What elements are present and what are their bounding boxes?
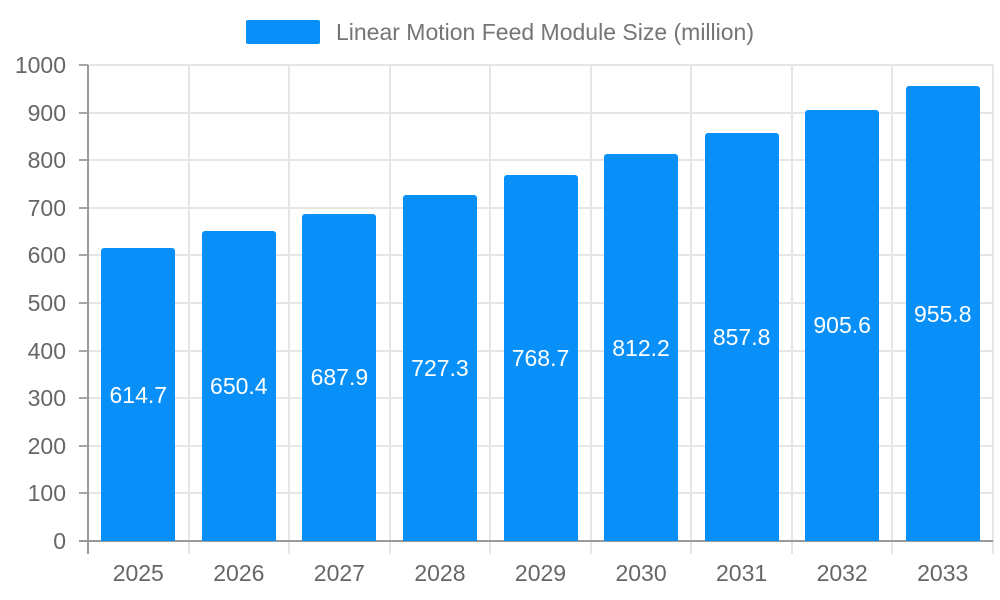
y-axis-tick-label: 900 [27, 99, 66, 126]
bar-2025[interactable] [101, 248, 176, 541]
y-axis-tick [79, 206, 88, 209]
y-axis-tick-label: 100 [27, 480, 66, 507]
chart-legend[interactable]: Linear Motion Feed Module Size (million) [0, 16, 1000, 48]
x-grid-line [992, 65, 994, 541]
y-axis-tick [79, 492, 88, 495]
bar-2033[interactable] [905, 86, 980, 541]
y-axis-tick-label: 0 [53, 528, 66, 554]
y-axis-tick [79, 444, 88, 447]
x-axis-tick [992, 541, 994, 554]
bar-2029[interactable] [503, 175, 578, 541]
x-grid-line [187, 65, 190, 541]
x-axis-tick-label: 2025 [112, 560, 164, 586]
y-axis-line [87, 65, 89, 554]
legend-swatch-icon [245, 20, 320, 44]
y-axis-tick-label: 400 [27, 337, 66, 364]
bar-2026[interactable] [201, 231, 276, 541]
y-axis-tick [79, 302, 88, 304]
bar-2030[interactable] [604, 154, 679, 541]
y-axis-tick [79, 397, 88, 400]
x-axis-tick [388, 541, 391, 554]
y-axis-tick-label: 700 [27, 194, 66, 221]
bar-2028[interactable] [402, 194, 477, 541]
x-axis-tick-label: 2028 [414, 560, 466, 586]
x-axis-tick-label: 2033 [917, 560, 969, 586]
x-axis-tick [690, 541, 693, 554]
x-axis-tick-label: 2031 [716, 560, 768, 586]
x-axis-tick [288, 541, 291, 554]
x-grid-line [388, 65, 391, 541]
x-grid-line [690, 65, 693, 541]
x-axis-tick [589, 541, 592, 554]
y-grid-line [88, 111, 993, 114]
x-axis-tick-label: 2026 [213, 560, 265, 586]
x-grid-line [489, 65, 492, 541]
y-axis-tick [79, 254, 88, 257]
x-grid-line [790, 65, 793, 541]
y-axis-tick-label: 600 [27, 242, 66, 269]
x-axis-tick [489, 541, 492, 554]
x-axis-line [79, 540, 993, 542]
y-axis-tick-label: 200 [27, 432, 66, 459]
x-axis-tick-label: 2030 [615, 560, 667, 586]
y-axis-tick [79, 111, 88, 114]
y-axis-tick [79, 159, 88, 162]
x-grid-line [288, 65, 291, 541]
bar-2032[interactable] [805, 109, 880, 541]
x-axis-tick-label: 2027 [313, 560, 365, 586]
x-grid-line [891, 65, 894, 541]
bar-2031[interactable] [704, 132, 779, 541]
x-axis-tick [891, 541, 894, 554]
y-grid-line [88, 64, 993, 66]
y-axis-tick [79, 64, 88, 66]
x-axis-tick [187, 541, 190, 554]
legend-label: Linear Motion Feed Module Size (million) [335, 18, 755, 45]
x-grid-line [589, 65, 592, 541]
bar-2027[interactable] [302, 213, 377, 541]
y-axis-tick-label: 300 [27, 385, 66, 412]
y-axis-tick-label: 800 [27, 147, 66, 174]
y-axis-tick [79, 349, 88, 352]
x-axis-tick [790, 541, 793, 554]
y-grid-line [88, 159, 993, 162]
y-axis-tick-label: 500 [27, 290, 66, 316]
x-axis-tick-label: 2032 [816, 560, 868, 586]
y-axis-tick-label: 1000 [14, 52, 66, 78]
x-axis-tick-label: 2029 [514, 560, 567, 586]
